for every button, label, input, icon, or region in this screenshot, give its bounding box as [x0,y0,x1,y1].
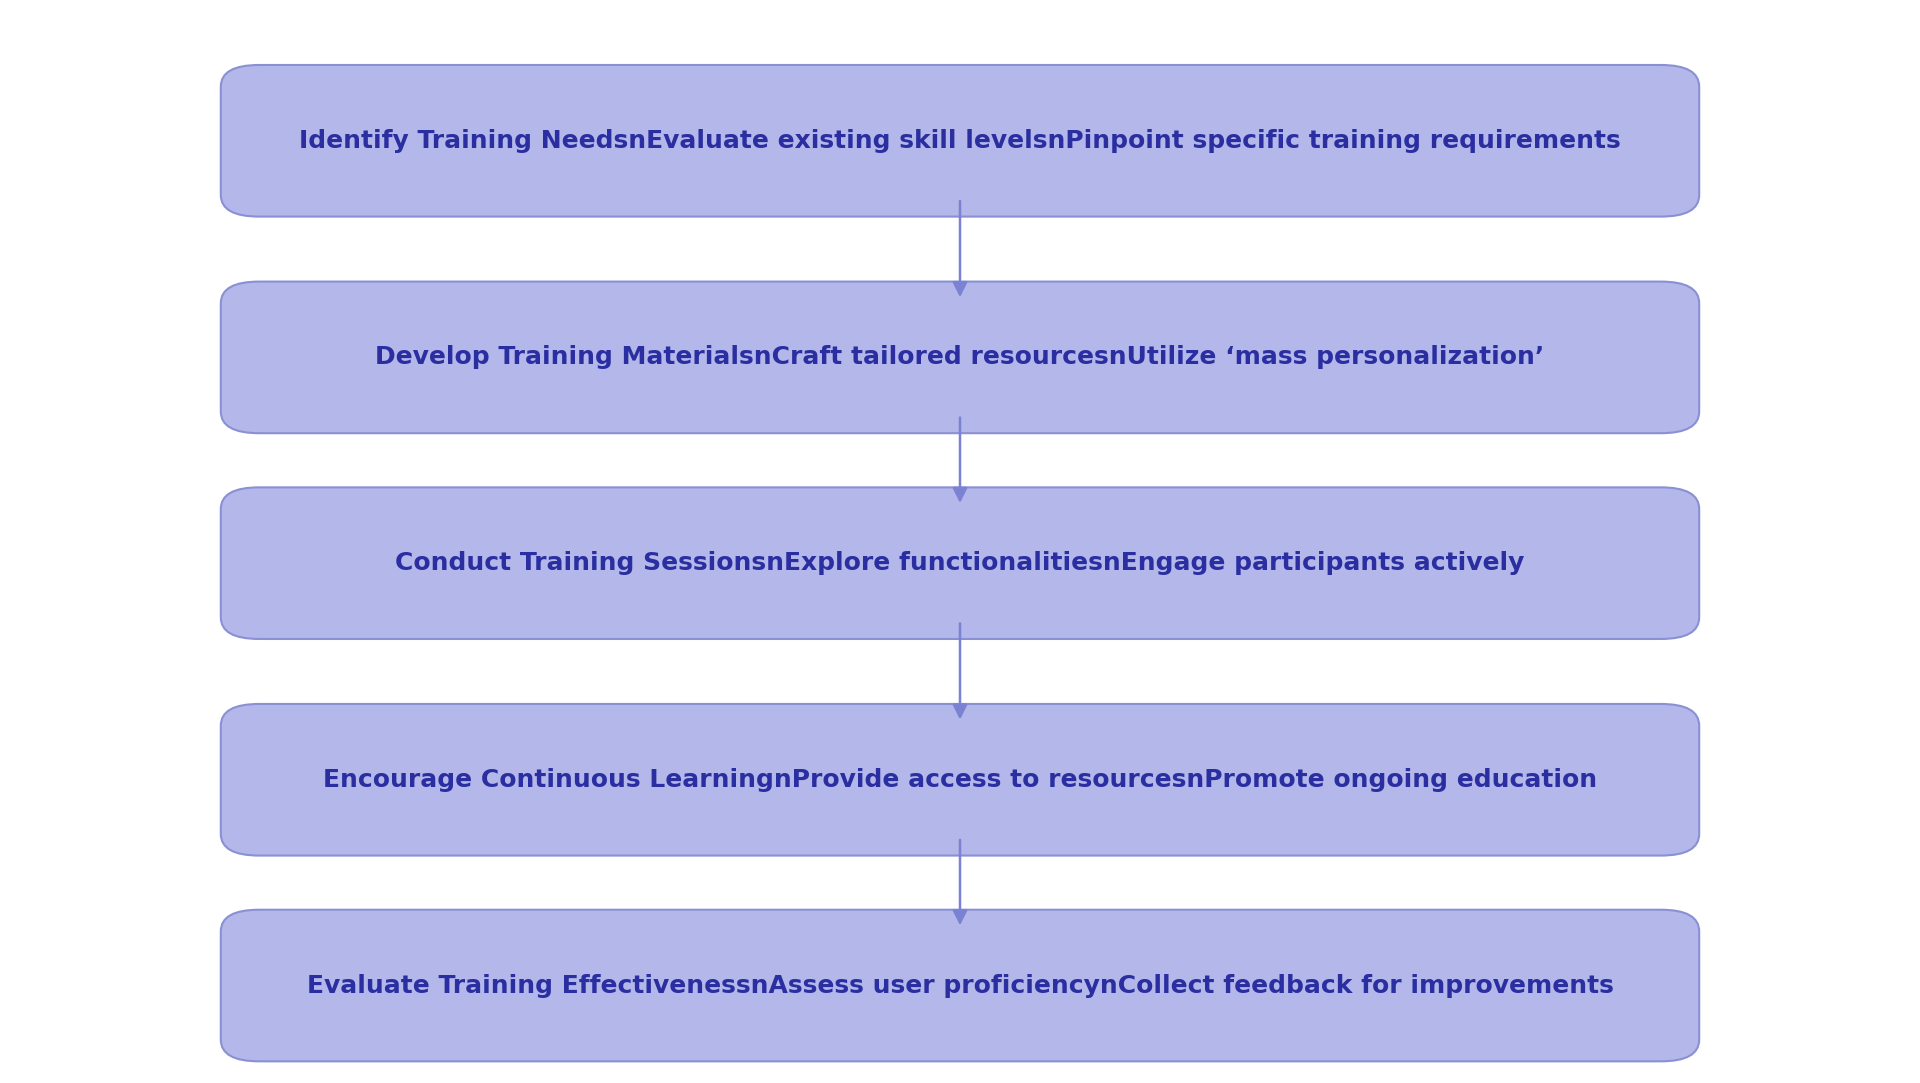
Text: Develop Training MaterialsnCraft tailored resourcesnUtilize ‘mass personalizatio: Develop Training MaterialsnCraft tailore… [376,345,1544,369]
Text: Identify Training NeedsnEvaluate existing skill levelsnPinpoint specific trainin: Identify Training NeedsnEvaluate existin… [300,129,1620,153]
FancyBboxPatch shape [221,487,1699,639]
FancyBboxPatch shape [221,65,1699,217]
FancyBboxPatch shape [221,704,1699,856]
Text: Conduct Training SessionsnExplore functionalitiesnEngage participants actively: Conduct Training SessionsnExplore functi… [396,551,1524,575]
Text: Encourage Continuous LearningnProvide access to resourcesnPromote ongoing educat: Encourage Continuous LearningnProvide ac… [323,768,1597,792]
FancyBboxPatch shape [221,282,1699,433]
FancyBboxPatch shape [221,910,1699,1061]
Text: Evaluate Training EffectivenessnAssess user proficiencynCollect feedback for imp: Evaluate Training EffectivenessnAssess u… [307,974,1613,997]
